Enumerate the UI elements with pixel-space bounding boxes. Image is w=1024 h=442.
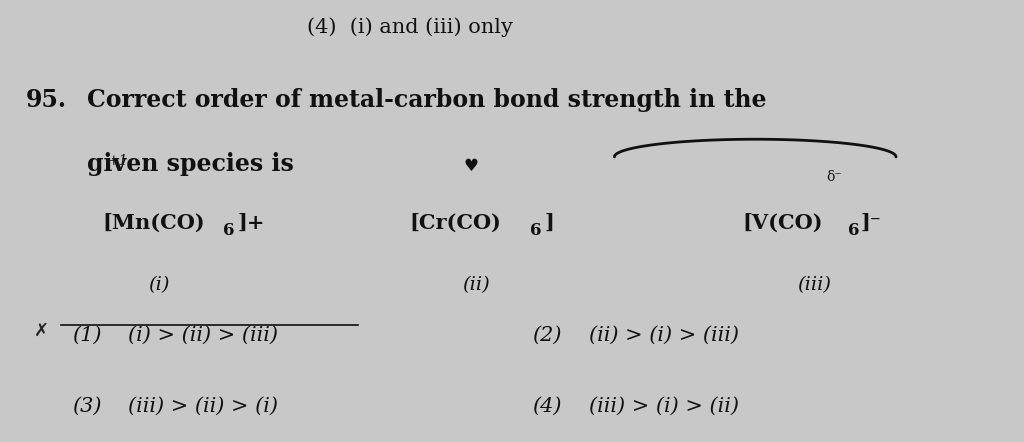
- Text: Correct order of metal-carbon bond strength in the: Correct order of metal-carbon bond stren…: [87, 88, 767, 112]
- Text: (iii): (iii): [797, 276, 831, 294]
- Text: (ii): (ii): [462, 276, 490, 294]
- Text: δ⁻: δ⁻: [826, 170, 843, 184]
- Text: (1): (1): [72, 326, 101, 345]
- Text: ♥: ♥: [464, 157, 478, 175]
- Text: ]+: ]+: [238, 213, 265, 233]
- Text: (i): (i): [148, 276, 169, 294]
- Text: ✗: ✗: [34, 322, 48, 340]
- Text: 6: 6: [848, 222, 859, 239]
- Text: 6: 6: [530, 222, 542, 239]
- Text: [Cr(CO): [Cr(CO): [410, 213, 502, 233]
- Text: +1: +1: [108, 154, 128, 168]
- Text: 95.: 95.: [26, 88, 67, 112]
- Text: (i) > (ii) > (iii): (i) > (ii) > (iii): [128, 326, 278, 345]
- Text: ]⁻: ]⁻: [860, 213, 881, 233]
- Text: 6: 6: [223, 222, 234, 239]
- Text: (3): (3): [72, 396, 101, 415]
- Text: given species is: given species is: [87, 152, 294, 176]
- Text: ]: ]: [545, 213, 555, 233]
- Text: (ii) > (i) > (iii): (ii) > (i) > (iii): [589, 326, 738, 345]
- Text: [Mn(CO): [Mn(CO): [102, 213, 205, 233]
- Text: (2): (2): [532, 326, 562, 345]
- Text: (4): (4): [532, 396, 562, 415]
- Text: (4)  (i) and (iii) only: (4) (i) and (iii) only: [307, 18, 513, 38]
- Text: (iii) > (ii) > (i): (iii) > (ii) > (i): [128, 396, 278, 415]
- Text: (iii) > (i) > (ii): (iii) > (i) > (ii): [589, 396, 738, 415]
- Text: [V(CO): [V(CO): [742, 213, 823, 233]
